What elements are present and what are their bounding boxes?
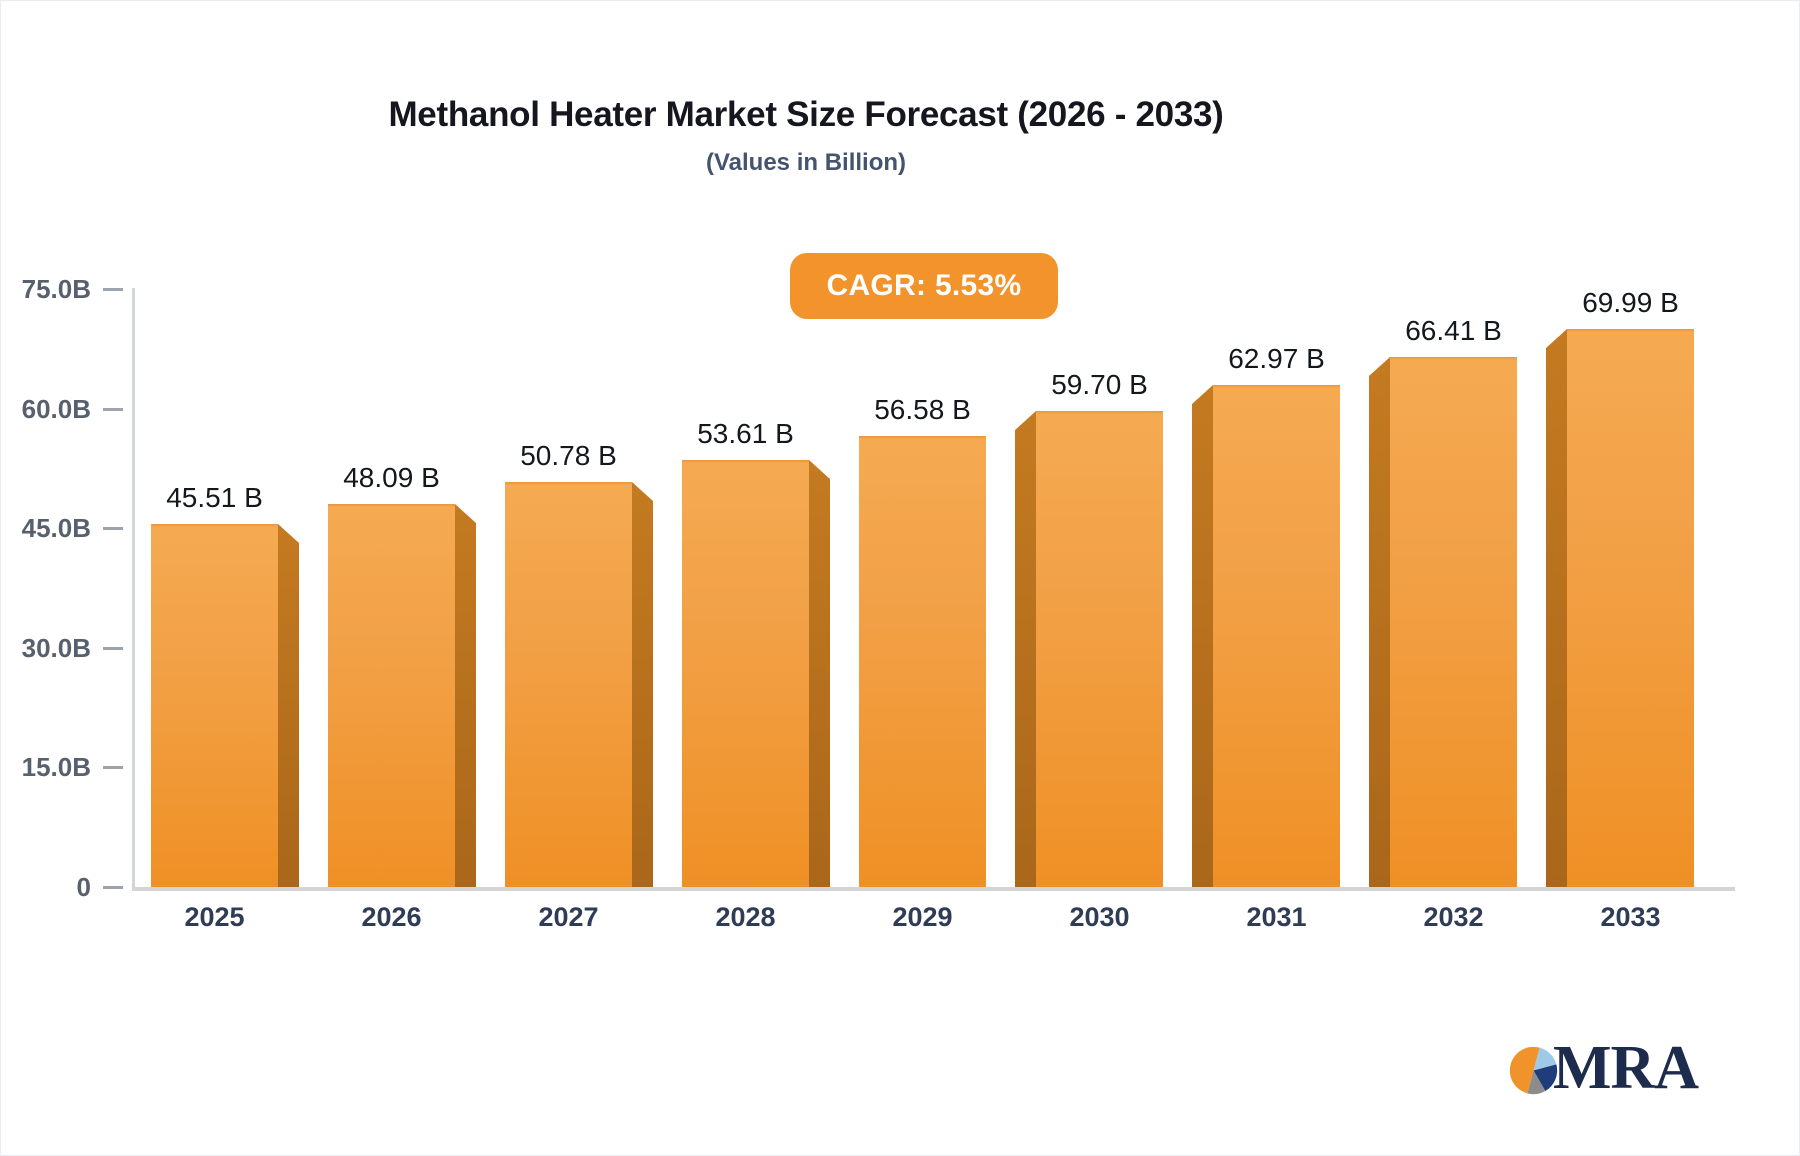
bar-value-label-2027: 50.78 B: [520, 440, 617, 471]
y-tick-label: 60.0B: [21, 394, 91, 424]
bar-2028: [682, 460, 809, 887]
chart-title: Methanol Heater Market Size Forecast (20…: [388, 95, 1224, 134]
bar-2029: [859, 436, 986, 887]
bar-2027: [505, 482, 632, 887]
y-tick-label: 75.0B: [21, 274, 91, 304]
bar-value-label-2028: 53.61 B: [697, 418, 794, 449]
x-tick-label-2031: 2031: [1246, 902, 1307, 932]
y-tick-dash: [103, 766, 123, 769]
cagr-badge: CAGR: 5.53%: [790, 253, 1058, 319]
x-tick-label-2033: 2033: [1600, 902, 1661, 932]
bar-2030: [1036, 411, 1163, 887]
bar-side-2033: [1546, 329, 1567, 887]
bar-side-2030: [1015, 411, 1036, 887]
bar-value-label-2029: 56.58 B: [874, 394, 971, 425]
bar-value-label-2025: 45.51 B: [166, 482, 263, 513]
bar-side-2032: [1369, 357, 1390, 887]
y-tick-dash: [103, 647, 123, 650]
y-tick-dash: [103, 886, 123, 889]
logo-text: MRA: [1553, 1034, 1699, 1102]
y-tick-label: 30.0B: [21, 633, 91, 663]
x-tick-label-2025: 2025: [184, 902, 245, 932]
y-axis-line: [132, 288, 135, 889]
logo-pie-icon: [1509, 1046, 1558, 1095]
bar-2033: [1567, 329, 1694, 887]
bar-side-2027: [632, 482, 653, 887]
bar-2031: [1213, 385, 1340, 887]
bar-2026: [328, 504, 455, 887]
bar-value-label-2026: 48.09 B: [343, 462, 440, 493]
bar-side-2028: [809, 460, 830, 887]
brand-logo: MRA: [1505, 1033, 1705, 1113]
y-tick-label: 45.0B: [21, 513, 91, 543]
bar-side-2025: [278, 524, 299, 887]
bar-side-2026: [455, 504, 476, 887]
x-tick-label-2030: 2030: [1069, 902, 1130, 932]
y-tick-dash: [103, 288, 123, 291]
bar-value-label-2033: 69.99 B: [1582, 287, 1679, 318]
bar-side-2031: [1192, 385, 1213, 887]
x-tick-label-2026: 2026: [361, 902, 422, 932]
bar-value-label-2030: 59.70 B: [1051, 369, 1148, 400]
bar-value-label-2031: 62.97 B: [1228, 343, 1325, 374]
bar-2032: [1390, 357, 1517, 887]
x-tick-label-2029: 2029: [892, 902, 953, 932]
x-axis-baseline: [132, 887, 1735, 891]
x-tick-label-2028: 2028: [715, 902, 776, 932]
x-tick-label-2032: 2032: [1423, 902, 1484, 932]
bar-value-label-2032: 66.41 B: [1405, 315, 1502, 346]
y-tick-dash: [103, 527, 123, 530]
chart-subtitle: (Values in Billion): [705, 149, 907, 176]
x-tick-label-2027: 2027: [538, 902, 599, 932]
bar-2025: [151, 524, 278, 887]
y-tick-label: 15.0B: [21, 752, 91, 782]
y-tick-dash: [103, 408, 123, 411]
y-tick-label: 0: [76, 872, 91, 902]
